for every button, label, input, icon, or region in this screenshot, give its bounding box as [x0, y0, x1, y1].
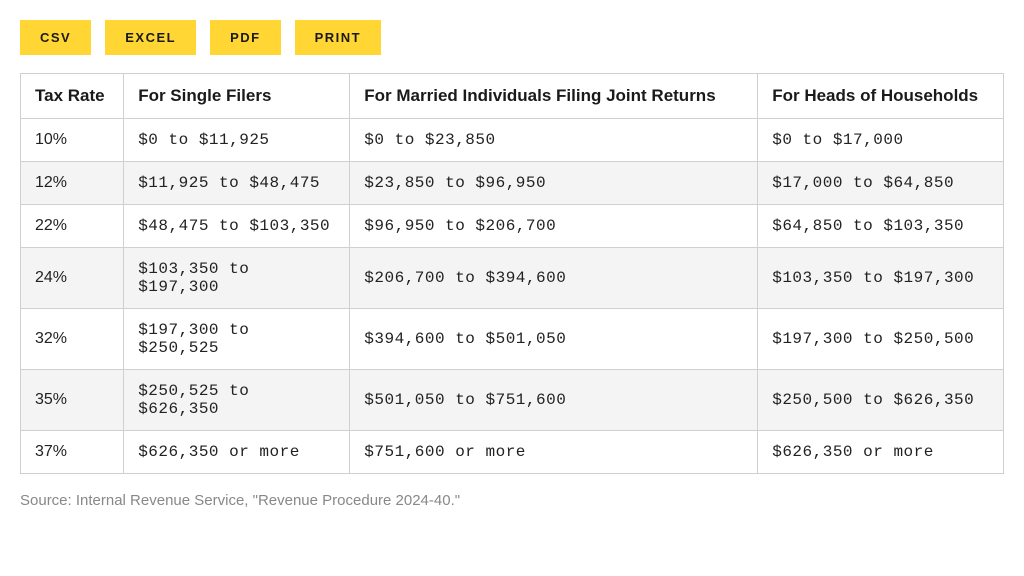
cell-hoh: $0 to $17,000: [758, 119, 1004, 162]
print-button[interactable]: PRINT: [295, 20, 382, 55]
cell-single: $0 to $11,925: [124, 119, 350, 162]
source-citation: Source: Internal Revenue Service, "Reven…: [20, 492, 1004, 509]
cell-rate: 32%: [21, 309, 124, 370]
pdf-button[interactable]: PDF: [210, 20, 281, 55]
col-header-married: For Married Individuals Filing Joint Ret…: [350, 74, 758, 119]
cell-married: $0 to $23,850: [350, 119, 758, 162]
cell-rate: 37%: [21, 431, 124, 474]
cell-hoh: $103,350 to $197,300: [758, 248, 1004, 309]
export-button-row: CSV EXCEL PDF PRINT: [20, 20, 1004, 55]
cell-hoh: $250,500 to $626,350: [758, 370, 1004, 431]
cell-single: $197,300 to $250,525: [124, 309, 350, 370]
tax-bracket-table: Tax Rate For Single Filers For Married I…: [20, 73, 1004, 474]
cell-married: $751,600 or more: [350, 431, 758, 474]
cell-single: $48,475 to $103,350: [124, 205, 350, 248]
cell-married: $501,050 to $751,600: [350, 370, 758, 431]
cell-rate: 12%: [21, 162, 124, 205]
cell-married: $96,950 to $206,700: [350, 205, 758, 248]
cell-married: $394,600 to $501,050: [350, 309, 758, 370]
cell-hoh: $197,300 to $250,500: [758, 309, 1004, 370]
table-row: 10% $0 to $11,925 $0 to $23,850 $0 to $1…: [21, 119, 1004, 162]
cell-hoh: $626,350 or more: [758, 431, 1004, 474]
cell-rate: 24%: [21, 248, 124, 309]
cell-single: $626,350 or more: [124, 431, 350, 474]
cell-married: $206,700 to $394,600: [350, 248, 758, 309]
excel-button[interactable]: EXCEL: [105, 20, 196, 55]
col-header-single: For Single Filers: [124, 74, 350, 119]
table-row: 12% $11,925 to $48,475 $23,850 to $96,95…: [21, 162, 1004, 205]
cell-hoh: $64,850 to $103,350: [758, 205, 1004, 248]
col-header-rate: Tax Rate: [21, 74, 124, 119]
cell-single: $250,525 to $626,350: [124, 370, 350, 431]
table-row: 37% $626,350 or more $751,600 or more $6…: [21, 431, 1004, 474]
cell-hoh: $17,000 to $64,850: [758, 162, 1004, 205]
table-header-row: Tax Rate For Single Filers For Married I…: [21, 74, 1004, 119]
table-row: 35% $250,525 to $626,350 $501,050 to $75…: [21, 370, 1004, 431]
table-row: 32% $197,300 to $250,525 $394,600 to $50…: [21, 309, 1004, 370]
cell-single: $103,350 to $197,300: [124, 248, 350, 309]
cell-married: $23,850 to $96,950: [350, 162, 758, 205]
cell-rate: 10%: [21, 119, 124, 162]
csv-button[interactable]: CSV: [20, 20, 91, 55]
table-row: 22% $48,475 to $103,350 $96,950 to $206,…: [21, 205, 1004, 248]
table-row: 24% $103,350 to $197,300 $206,700 to $39…: [21, 248, 1004, 309]
cell-single: $11,925 to $48,475: [124, 162, 350, 205]
cell-rate: 35%: [21, 370, 124, 431]
cell-rate: 22%: [21, 205, 124, 248]
col-header-hoh: For Heads of Households: [758, 74, 1004, 119]
